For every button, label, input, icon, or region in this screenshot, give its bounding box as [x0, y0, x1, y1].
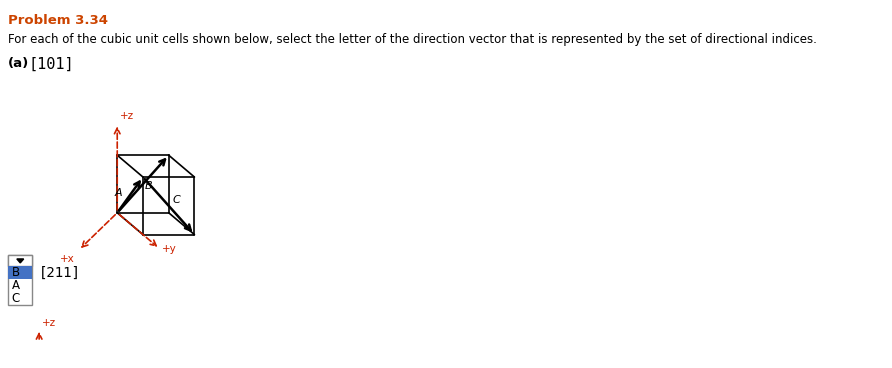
- Text: B: B: [145, 181, 153, 191]
- Text: B: B: [12, 266, 20, 279]
- Polygon shape: [17, 259, 24, 263]
- Text: [101]: [101]: [29, 57, 74, 72]
- Text: (a): (a): [8, 57, 29, 70]
- Text: A: A: [114, 188, 122, 198]
- Text: A: A: [12, 279, 20, 292]
- Text: For each of the cubic unit cells shown below, select the letter of the direction: For each of the cubic unit cells shown b…: [8, 33, 817, 46]
- Text: [211]: [211]: [39, 266, 81, 280]
- Text: +x: +x: [60, 254, 74, 264]
- Text: C: C: [172, 195, 180, 205]
- FancyBboxPatch shape: [8, 255, 32, 266]
- Text: +z: +z: [120, 110, 134, 121]
- Text: Problem 3.34: Problem 3.34: [8, 14, 108, 27]
- Text: +z: +z: [42, 318, 56, 328]
- FancyBboxPatch shape: [8, 255, 32, 305]
- Text: +y: +y: [162, 244, 177, 254]
- Text: C: C: [12, 292, 20, 305]
- FancyBboxPatch shape: [8, 266, 32, 279]
